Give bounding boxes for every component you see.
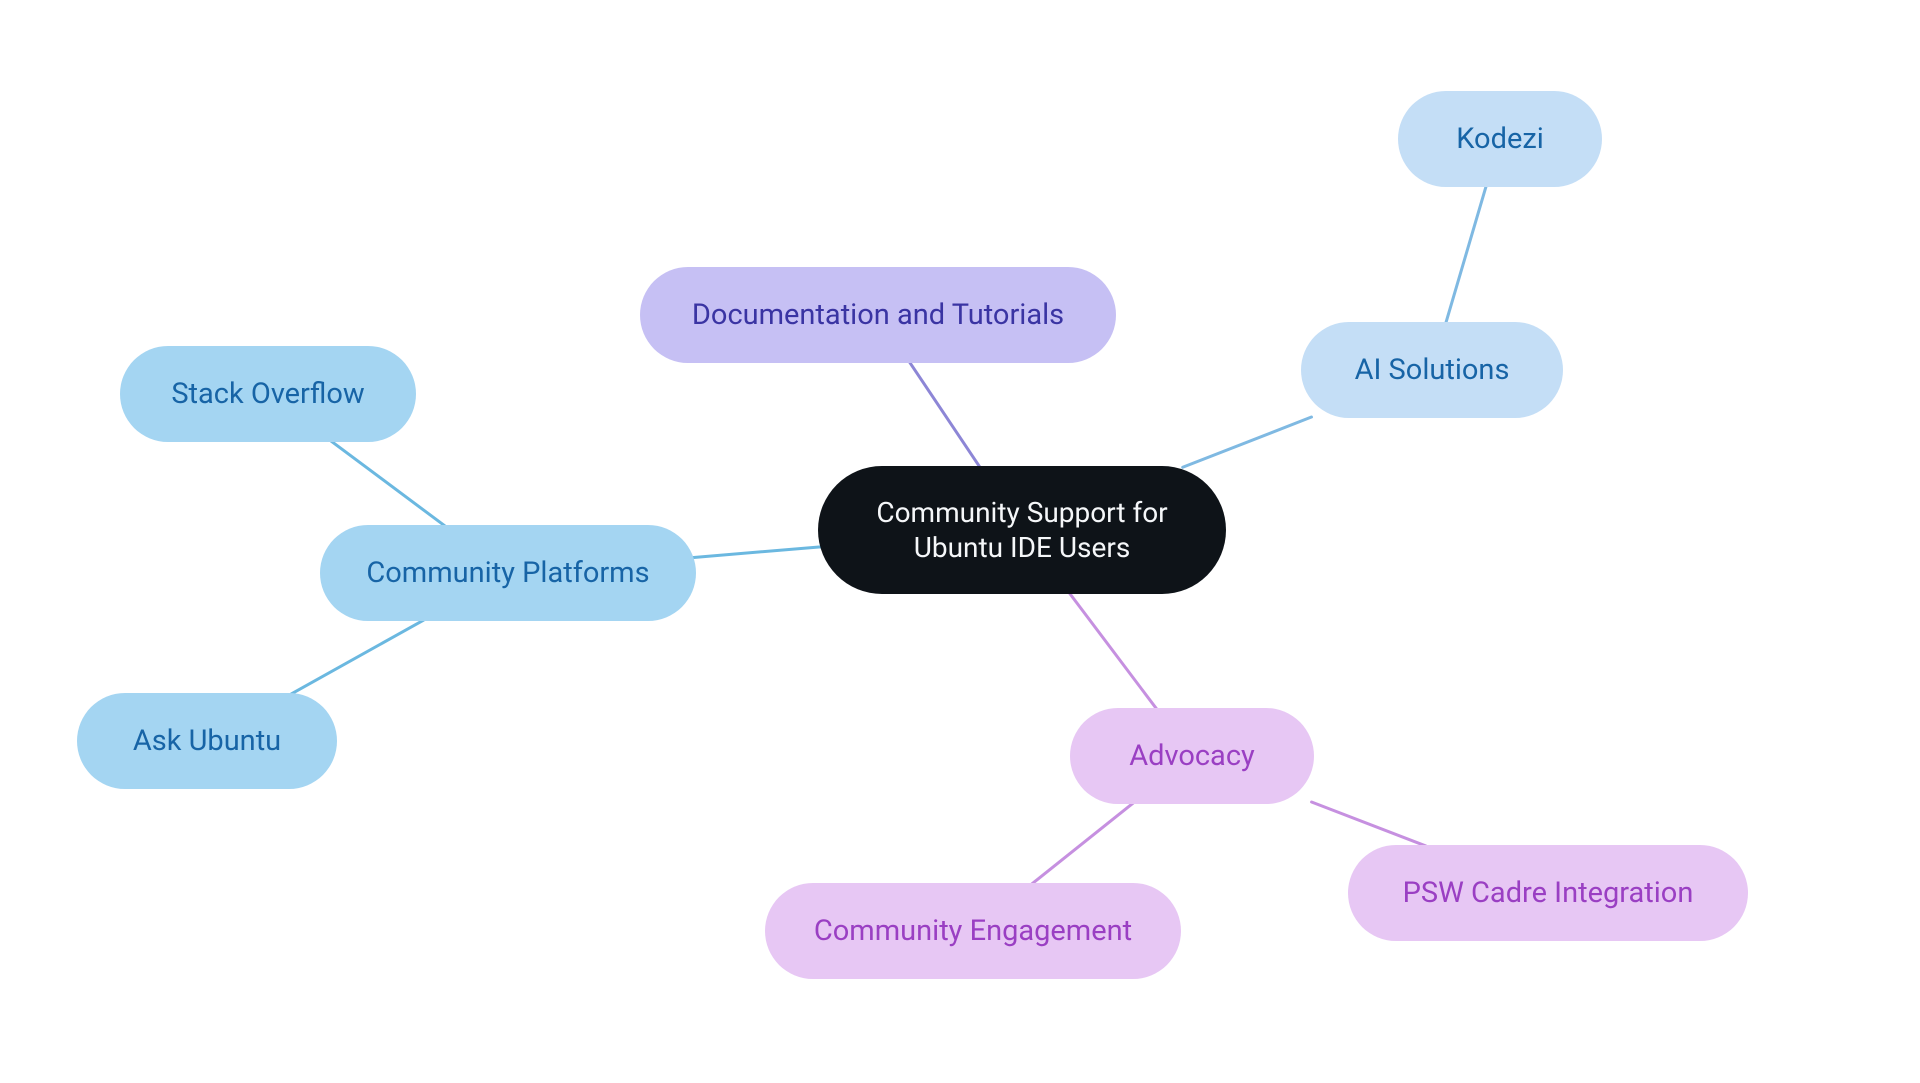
node-ai[interactable]: AI Solutions xyxy=(1301,322,1563,418)
diagram-canvas: Community Support for Ubuntu IDE Users Do… xyxy=(0,0,1920,1083)
node-advocacy[interactable]: Advocacy xyxy=(1070,708,1314,804)
edge-center-docs xyxy=(910,362,980,467)
node-askubuntu[interactable]: Ask Ubuntu xyxy=(77,693,337,789)
edge-advocacy-engage xyxy=(1032,803,1133,884)
node-engage[interactable]: Community Engagement xyxy=(765,883,1181,979)
edge-advocacy-psw xyxy=(1312,802,1426,846)
edge-ai-kodezi xyxy=(1446,186,1486,323)
node-community[interactable]: Community Platforms xyxy=(320,525,696,621)
node-kodezi[interactable]: Kodezi xyxy=(1398,91,1602,187)
node-stack[interactable]: Stack Overflow xyxy=(120,346,416,442)
node-label: Stack Overflow xyxy=(171,376,364,412)
edge-center-ai xyxy=(1183,417,1312,467)
node-label: Kodezi xyxy=(1456,121,1544,157)
edge-community-stack xyxy=(331,441,445,526)
node-center[interactable]: Community Support for Ubuntu IDE Users xyxy=(818,466,1226,594)
node-label: Community Platforms xyxy=(366,555,649,591)
node-docs[interactable]: Documentation and Tutorials xyxy=(640,267,1116,363)
node-label: Community Engagement xyxy=(814,913,1132,949)
edge-center-community xyxy=(692,547,822,558)
node-label: Community Support for Ubuntu IDE Users xyxy=(876,495,1167,565)
node-label: PSW Cadre Integration xyxy=(1403,875,1694,911)
edge-center-advocacy xyxy=(1069,593,1156,709)
node-label: Advocacy xyxy=(1129,738,1255,774)
node-label: Documentation and Tutorials xyxy=(692,297,1064,333)
edge-community-askubuntu xyxy=(291,620,423,694)
node-psw[interactable]: PSW Cadre Integration xyxy=(1348,845,1748,941)
node-label: Ask Ubuntu xyxy=(133,723,281,759)
node-label: AI Solutions xyxy=(1355,352,1510,388)
